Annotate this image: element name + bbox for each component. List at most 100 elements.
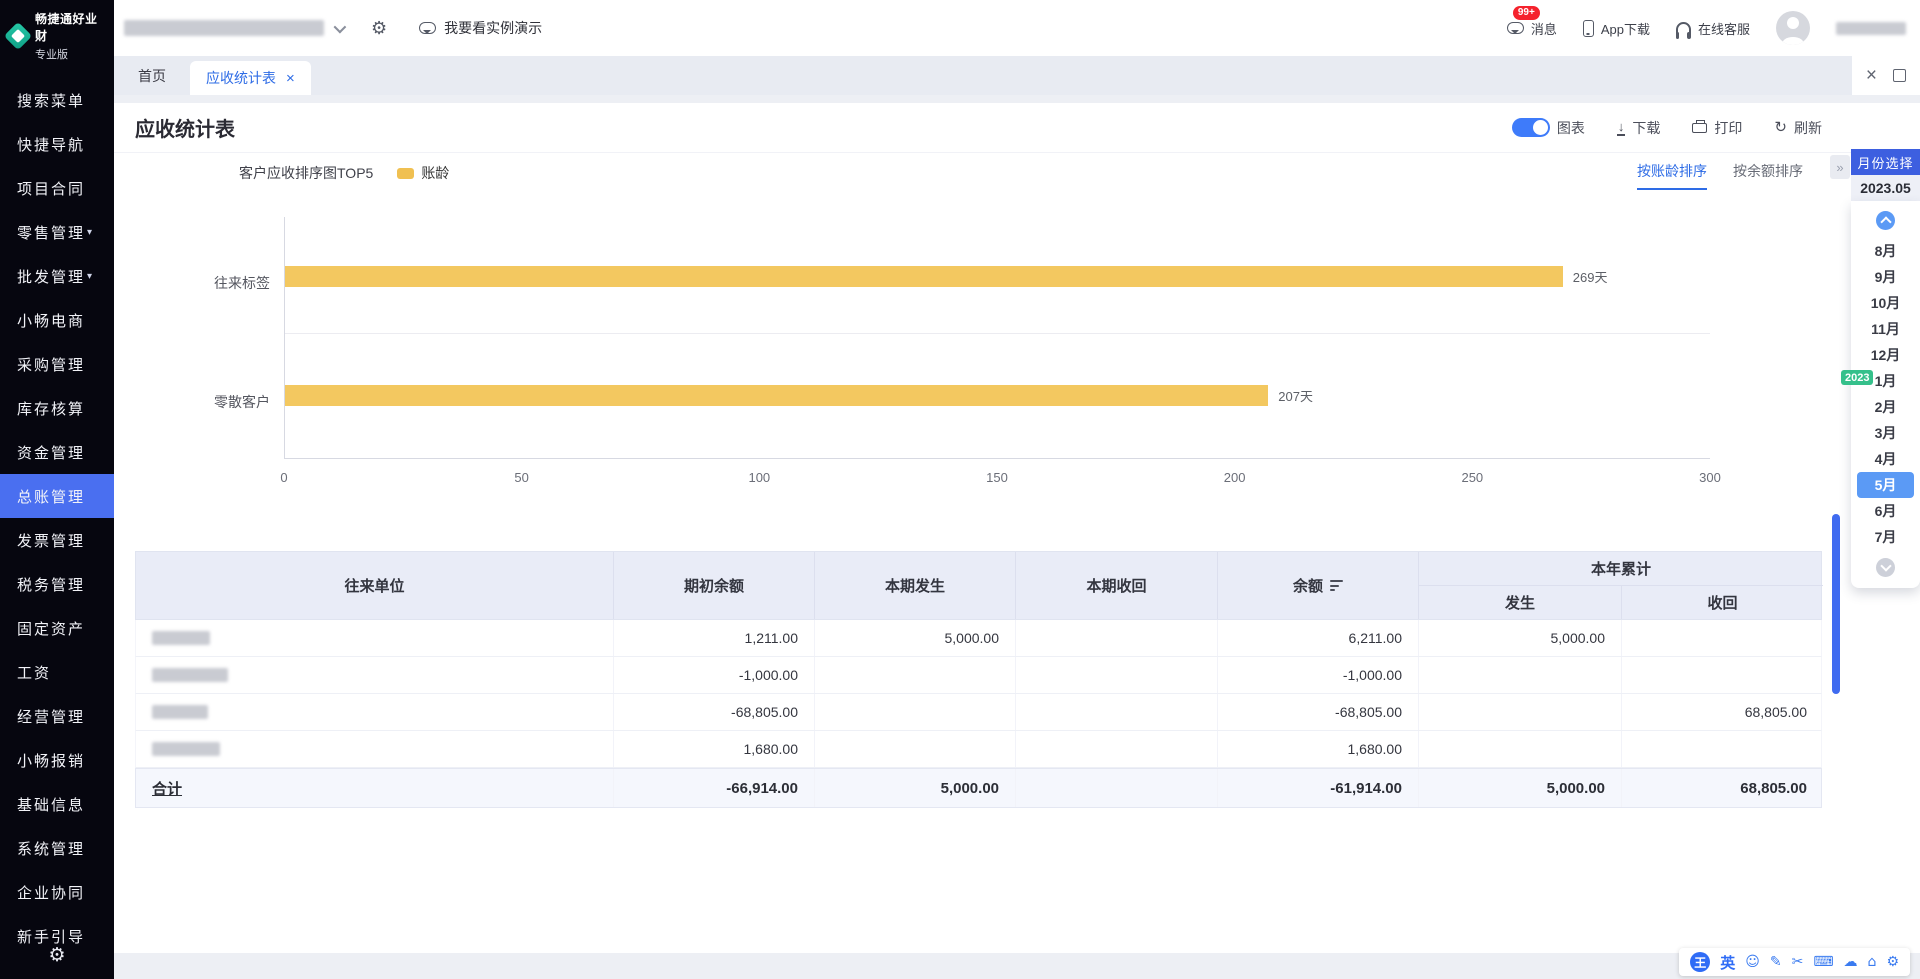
- month-item[interactable]: 7月: [1874, 529, 1897, 545]
- month-item[interactable]: 2月: [1874, 399, 1897, 415]
- messages-button[interactable]: 99+ 消息: [1506, 5, 1557, 38]
- tab-close-icon[interactable]: ×: [286, 69, 295, 87]
- sidebar-item-retail[interactable]: 零售管理 ▾: [0, 210, 114, 254]
- cell-opening-balance: -1,000.00: [614, 657, 815, 693]
- page-header: 应收统计表 图表 ↓ 下载 打印 ↻ 刷新: [114, 103, 1920, 153]
- customer-name-masked: [136, 731, 614, 767]
- table-row: 1,680.00 1,680.00: [135, 731, 1822, 768]
- scrollbar-thumb[interactable]: [1832, 514, 1840, 694]
- sidebar-item-fixed-assets[interactable]: 固定资产: [0, 606, 114, 650]
- sidebar-item-funds[interactable]: 资金管理: [0, 430, 114, 474]
- customer-name-masked: [136, 620, 614, 656]
- chevron-down-icon: ▾: [87, 270, 93, 282]
- app-download-button[interactable]: App下载: [1582, 19, 1650, 38]
- tab-receivable-report[interactable]: 应收统计表 ×: [190, 61, 311, 95]
- tab-label: 应收统计表: [206, 70, 276, 86]
- fullscreen-icon[interactable]: [1893, 69, 1906, 82]
- sort-by-aging-tab[interactable]: 按账龄排序: [1637, 161, 1707, 190]
- sidebar-item-guide[interactable]: 新手引导: [0, 914, 114, 958]
- total-label[interactable]: 合计: [152, 780, 183, 798]
- pen-icon[interactable]: ✎: [1769, 954, 1782, 970]
- chart-toggle-switch[interactable]: [1511, 118, 1550, 137]
- sidebar-item-label: 经营管理: [17, 708, 86, 726]
- sort-by-balance-tab[interactable]: 按余额排序: [1733, 163, 1803, 179]
- chart-gridline: [285, 333, 1710, 334]
- username-masked[interactable]: [1836, 21, 1906, 35]
- sidebar-item-payroll[interactable]: 工资: [0, 650, 114, 694]
- settings-gear-icon[interactable]: ⚙: [371, 17, 388, 38]
- headset-icon: [1675, 21, 1691, 39]
- cell-ytd-incurred: [1419, 657, 1622, 693]
- chart-category-label: 零散客户: [214, 394, 270, 410]
- refresh-icon: ↻: [1774, 119, 1787, 136]
- sidebar-item-expense[interactable]: 小畅报销: [0, 738, 114, 782]
- table-header: 往来单位 期初余额 本期发生 本期收回 余额 本年累计 发生 收回: [135, 551, 1823, 620]
- month-item[interactable]: 9月: [1874, 269, 1897, 285]
- topbar: ⚙ 我要看实例演示 99+ 消息 App下载 在线客服: [114, 0, 1920, 56]
- month-item[interactable]: 12月: [1870, 347, 1901, 363]
- cell-current-received: [1016, 731, 1218, 767]
- cloud-icon[interactable]: ☁: [1843, 954, 1858, 970]
- month-item[interactable]: 6月: [1874, 503, 1897, 519]
- sidebar-item-invoice[interactable]: 发票管理: [0, 518, 114, 562]
- month-item[interactable]: 11月: [1871, 321, 1900, 337]
- cell-balance: 6,211.00: [1218, 620, 1419, 656]
- sidebar-item-basic-info[interactable]: 基础信息: [0, 782, 114, 826]
- sidebar-item-system[interactable]: 系统管理: [0, 826, 114, 870]
- chart-legend[interactable]: 账龄: [397, 163, 449, 183]
- sidebar-item-quick-nav[interactable]: 快捷导航: [0, 122, 114, 166]
- page-title: 应收统计表: [135, 119, 235, 141]
- skin-icon[interactable]: ⌂: [1867, 954, 1877, 970]
- tab-home[interactable]: 首页: [114, 56, 190, 95]
- sort-icon[interactable]: [1330, 578, 1343, 594]
- cell-opening-balance: 1,680.00: [614, 731, 815, 767]
- chart-sort-tabs: 按账龄排序 按余额排序: [1637, 161, 1803, 190]
- table-row: -1,000.00 -1,000.00: [135, 657, 1822, 694]
- scroll-up-icon[interactable]: [1876, 211, 1895, 230]
- sidebar-item-purchasing[interactable]: 采购管理: [0, 342, 114, 386]
- month-item[interactable]: 4月: [1874, 451, 1897, 467]
- ime-logo-icon[interactable]: 王: [1690, 952, 1711, 972]
- sidebar-item-ecommerce[interactable]: 小畅电商: [0, 298, 114, 342]
- sidebar-item-collaboration[interactable]: 企业协同: [0, 870, 114, 914]
- month-item[interactable]: 1月: [1874, 373, 1897, 389]
- emoji-icon[interactable]: ☺: [1745, 954, 1760, 970]
- sidebar-item-inventory[interactable]: 库存核算: [0, 386, 114, 430]
- settings-icon[interactable]: ⚙: [1886, 954, 1899, 970]
- scissors-icon[interactable]: ✂: [1791, 954, 1804, 970]
- printer-icon: [1692, 119, 1708, 133]
- keyboard-icon[interactable]: ⌨: [1813, 954, 1834, 970]
- avatar[interactable]: [1776, 11, 1810, 45]
- print-label: 打印: [1714, 119, 1743, 136]
- chart-toggle-label: 图表: [1556, 119, 1585, 136]
- sidebar-item-general-ledger[interactable]: 总账管理: [0, 474, 114, 518]
- sidebar-settings-gear-icon[interactable]: ⚙: [48, 945, 66, 966]
- sidebar-item-wholesale[interactable]: 批发管理 ▾: [0, 254, 114, 298]
- refresh-button[interactable]: ↻ 刷新: [1774, 118, 1822, 138]
- collapse-panel-button[interactable]: »: [1830, 155, 1850, 179]
- ime-language-toggle[interactable]: 英: [1720, 954, 1736, 972]
- month-item[interactable]: 10月: [1870, 295, 1901, 311]
- month-item[interactable]: 3月: [1874, 425, 1897, 441]
- current-period: 2023.05: [1851, 175, 1920, 201]
- sidebar-item-label: 零售管理: [17, 224, 86, 242]
- sidebar-item-project-contract[interactable]: 项目合同: [0, 166, 114, 210]
- scroll-down-icon[interactable]: [1876, 558, 1895, 577]
- chart-header: 客户应收排序图TOP5 账龄: [239, 163, 449, 183]
- sidebar-item-search-menu[interactable]: 搜索菜单: [0, 78, 114, 122]
- x-tick-label: 300: [1699, 470, 1721, 485]
- sidebar-item-operations[interactable]: 经营管理: [0, 694, 114, 738]
- month-item[interactable]: 8月: [1874, 243, 1897, 259]
- sidebar-item-label: 发票管理: [17, 532, 86, 550]
- demo-link[interactable]: 我要看实例演示: [419, 18, 542, 38]
- receivable-table: 往来单位 期初余额 本期发生 本期收回 余额 本年累计 发生 收回 1,211.…: [135, 551, 1823, 808]
- download-button[interactable]: ↓ 下载: [1616, 118, 1660, 138]
- close-icon[interactable]: ×: [1865, 65, 1877, 86]
- sidebar-item-tax[interactable]: 税务管理: [0, 562, 114, 606]
- cell-ytd-received: 68,805.00: [1744, 704, 1807, 720]
- print-button[interactable]: 打印: [1692, 118, 1742, 138]
- online-support-button[interactable]: 在线客服: [1675, 19, 1750, 39]
- cell-ytd-received: [1622, 620, 1823, 656]
- company-select[interactable]: [124, 20, 347, 36]
- month-item-active[interactable]: 5月: [1857, 472, 1914, 498]
